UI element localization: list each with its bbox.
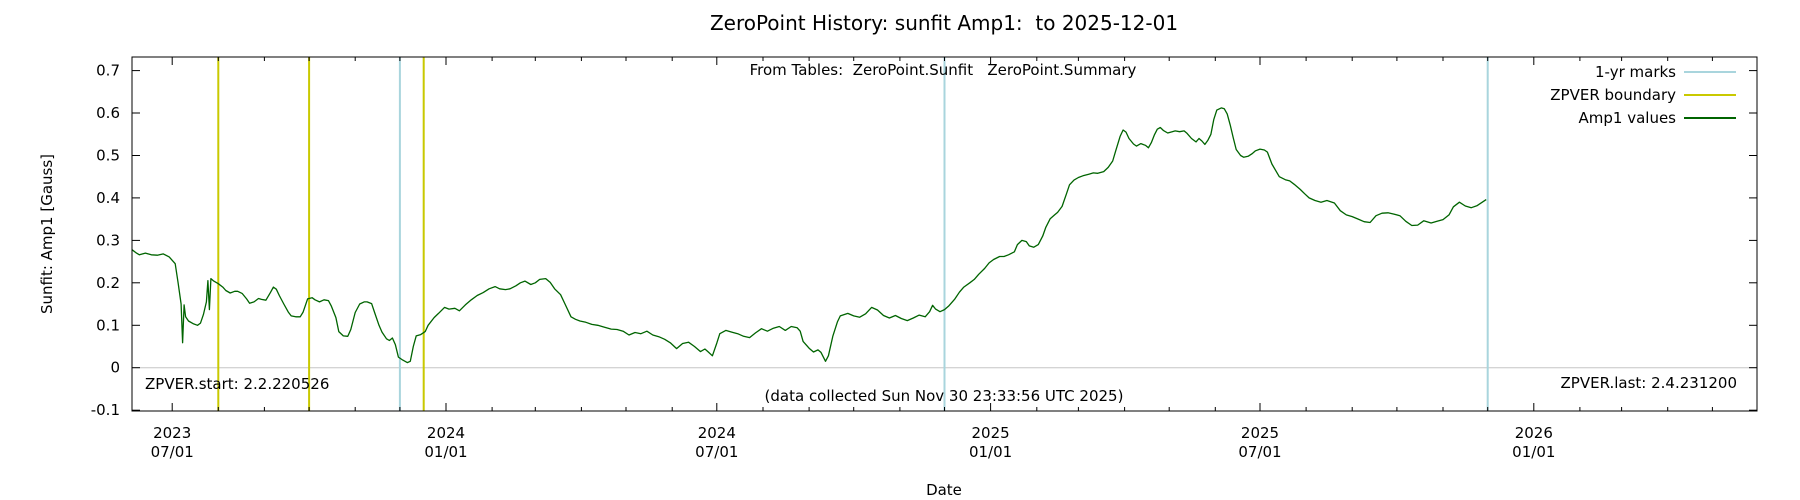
y-tick-label: -0.1 — [91, 401, 120, 419]
y-tick-label: 0.4 — [96, 189, 120, 207]
chart-title: ZeroPoint History: sunfit Amp1: to 2025-… — [710, 11, 1178, 35]
legend: 1-yr marks ZPVER boundary Amp1 values — [1550, 63, 1736, 127]
data-collected-annotation: (data collected Sun Nov 30 23:33:56 UTC … — [765, 387, 1124, 405]
legend-label-1yr-marks: 1-yr marks — [1595, 63, 1676, 81]
y-tick-label: 0 — [110, 359, 120, 377]
x-tick-label: 2024 07/01 — [695, 424, 738, 461]
x-tick-label: 2024 01/01 — [424, 424, 467, 461]
amp1-series-line — [131, 107, 1487, 364]
legend-label-zpver-boundary: ZPVER boundary — [1550, 86, 1676, 104]
y-tick-label: 0.6 — [96, 104, 120, 122]
legend-label-amp1-values: Amp1 values — [1579, 109, 1677, 127]
y-axis-title: Sunfit: Amp1 [Gauss] — [38, 154, 56, 314]
x-axis-title: Date — [926, 481, 962, 499]
y-tick-label: 0.1 — [96, 316, 120, 334]
zpver-start-annotation: ZPVER.start: 2.2.220526 — [145, 375, 329, 393]
y-tick-label: 0.7 — [96, 62, 120, 80]
x-tick-label: 2025 07/01 — [1238, 424, 1281, 461]
y-tick-label: 0.3 — [96, 231, 120, 249]
from-tables-annotation: From Tables: ZeroPoint.Sunfit ZeroPoint.… — [750, 61, 1137, 79]
x-tick-label: 2025 01/01 — [969, 424, 1012, 461]
zpver-last-annotation: ZPVER.last: 2.4.231200 — [1561, 374, 1737, 392]
x-tick-label: 2023 07/01 — [151, 424, 194, 461]
y-tick-label: 0.2 — [96, 274, 120, 292]
y-tick-label: 0.5 — [96, 147, 120, 165]
x-tick-label: 2026 01/01 — [1512, 424, 1555, 461]
